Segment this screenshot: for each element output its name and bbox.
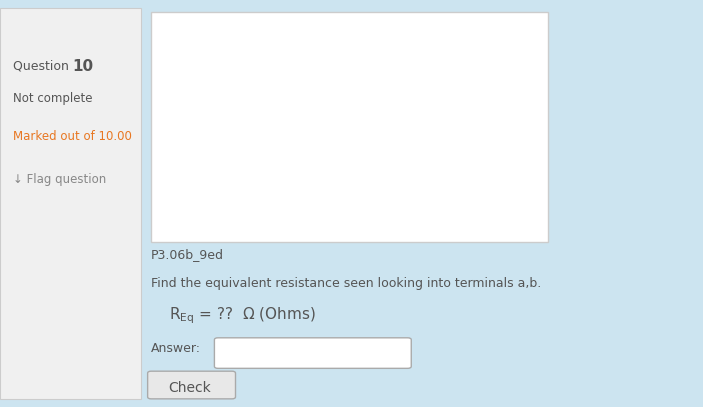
Text: 10: 10 [72, 59, 93, 74]
Text: R$_{\rm Eq}$ = ??  $\Omega$ (Ohms): R$_{\rm Eq}$ = ?? $\Omega$ (Ohms) [169, 306, 316, 326]
Text: 50 Ω: 50 Ω [373, 141, 401, 154]
Text: Answer:: Answer: [151, 342, 201, 355]
Text: ↓ Flag question: ↓ Flag question [13, 173, 106, 186]
Text: Marked out of 10.00: Marked out of 10.00 [13, 130, 131, 143]
Text: P3.06b_9ed: P3.06b_9ed [151, 248, 224, 261]
Text: 10 Ω: 10 Ω [215, 84, 243, 97]
Text: 5 Ω: 5 Ω [219, 201, 239, 214]
Text: 18 Ω: 18 Ω [300, 84, 328, 97]
Text: 20 Ω: 20 Ω [394, 201, 422, 214]
Text: b: b [174, 184, 183, 197]
Text: 9Ω: 9Ω [306, 27, 323, 40]
Text: 10 Ω: 10 Ω [300, 201, 328, 214]
Text: Not complete: Not complete [13, 92, 92, 105]
Text: Find the equivalent resistance seen looking into terminals a,b.: Find the equivalent resistance seen look… [151, 277, 541, 290]
Text: Question: Question [13, 59, 72, 72]
Text: 35 Ω: 35 Ω [394, 84, 422, 97]
Text: 60 Ω: 60 Ω [281, 127, 309, 140]
Text: 30 Ω: 30 Ω [228, 141, 256, 154]
Text: Check: Check [169, 381, 212, 395]
Text: a: a [174, 98, 183, 112]
Text: 75 Ω: 75 Ω [320, 131, 348, 144]
Text: 40 Ω: 40 Ω [511, 141, 539, 154]
